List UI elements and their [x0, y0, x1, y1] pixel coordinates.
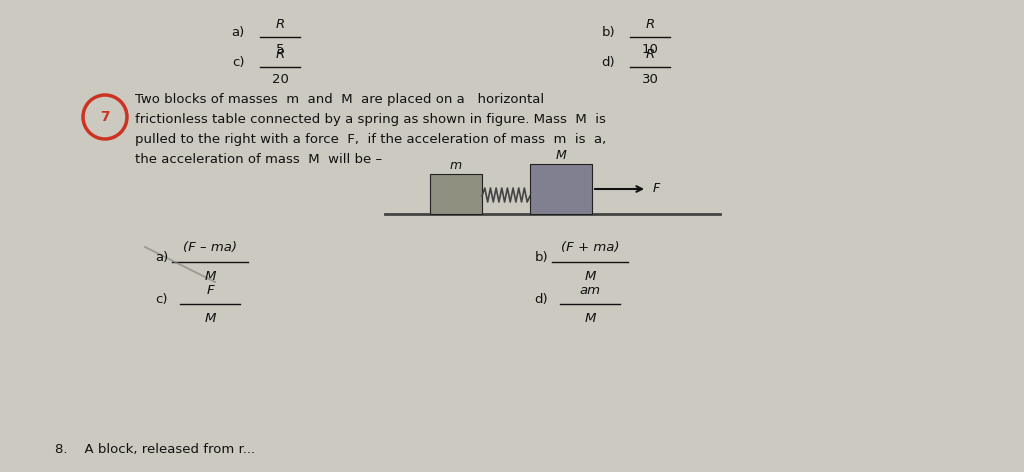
Bar: [430, 174, 482, 214]
Text: R: R: [275, 18, 285, 32]
Text: d): d): [601, 57, 615, 69]
Text: F: F: [653, 183, 660, 195]
Text: (F + ma): (F + ma): [561, 242, 620, 254]
Text: b): b): [535, 252, 548, 264]
Text: the acceleration of mass  M  will be –: the acceleration of mass M will be –: [135, 153, 382, 167]
Text: 8.    A block, released from r...: 8. A block, released from r...: [55, 444, 255, 456]
Text: M: M: [205, 312, 216, 325]
Text: R: R: [645, 49, 654, 61]
Text: pulled to the right with a force  F,  if the acceleration of mass  m  is  a,: pulled to the right with a force F, if t…: [135, 134, 606, 146]
Text: c): c): [232, 57, 245, 69]
Text: M: M: [556, 150, 566, 162]
Bar: [530, 164, 592, 214]
Text: a): a): [231, 26, 245, 40]
Text: 10: 10: [642, 43, 658, 57]
Text: M: M: [205, 270, 216, 283]
Text: d): d): [535, 294, 548, 306]
Text: 20: 20: [271, 74, 289, 86]
Text: F: F: [206, 284, 214, 296]
Text: R: R: [645, 18, 654, 32]
Text: m: m: [450, 160, 462, 172]
Text: (F – ma): (F – ma): [183, 242, 237, 254]
Text: M: M: [585, 270, 596, 283]
Text: R: R: [275, 49, 285, 61]
Text: b): b): [601, 26, 615, 40]
Text: 5: 5: [275, 43, 285, 57]
Text: c): c): [156, 294, 168, 306]
Text: frictionless table connected by a spring as shown in figure. Mass  M  is: frictionless table connected by a spring…: [135, 113, 606, 126]
Text: a): a): [155, 252, 168, 264]
Text: 30: 30: [642, 74, 658, 86]
Text: Two blocks of masses  m  and  M  are placed on a   horizontal: Two blocks of masses m and M are placed …: [135, 93, 544, 107]
Text: 7: 7: [100, 110, 110, 124]
Text: M: M: [585, 312, 596, 325]
Text: am: am: [580, 284, 600, 296]
